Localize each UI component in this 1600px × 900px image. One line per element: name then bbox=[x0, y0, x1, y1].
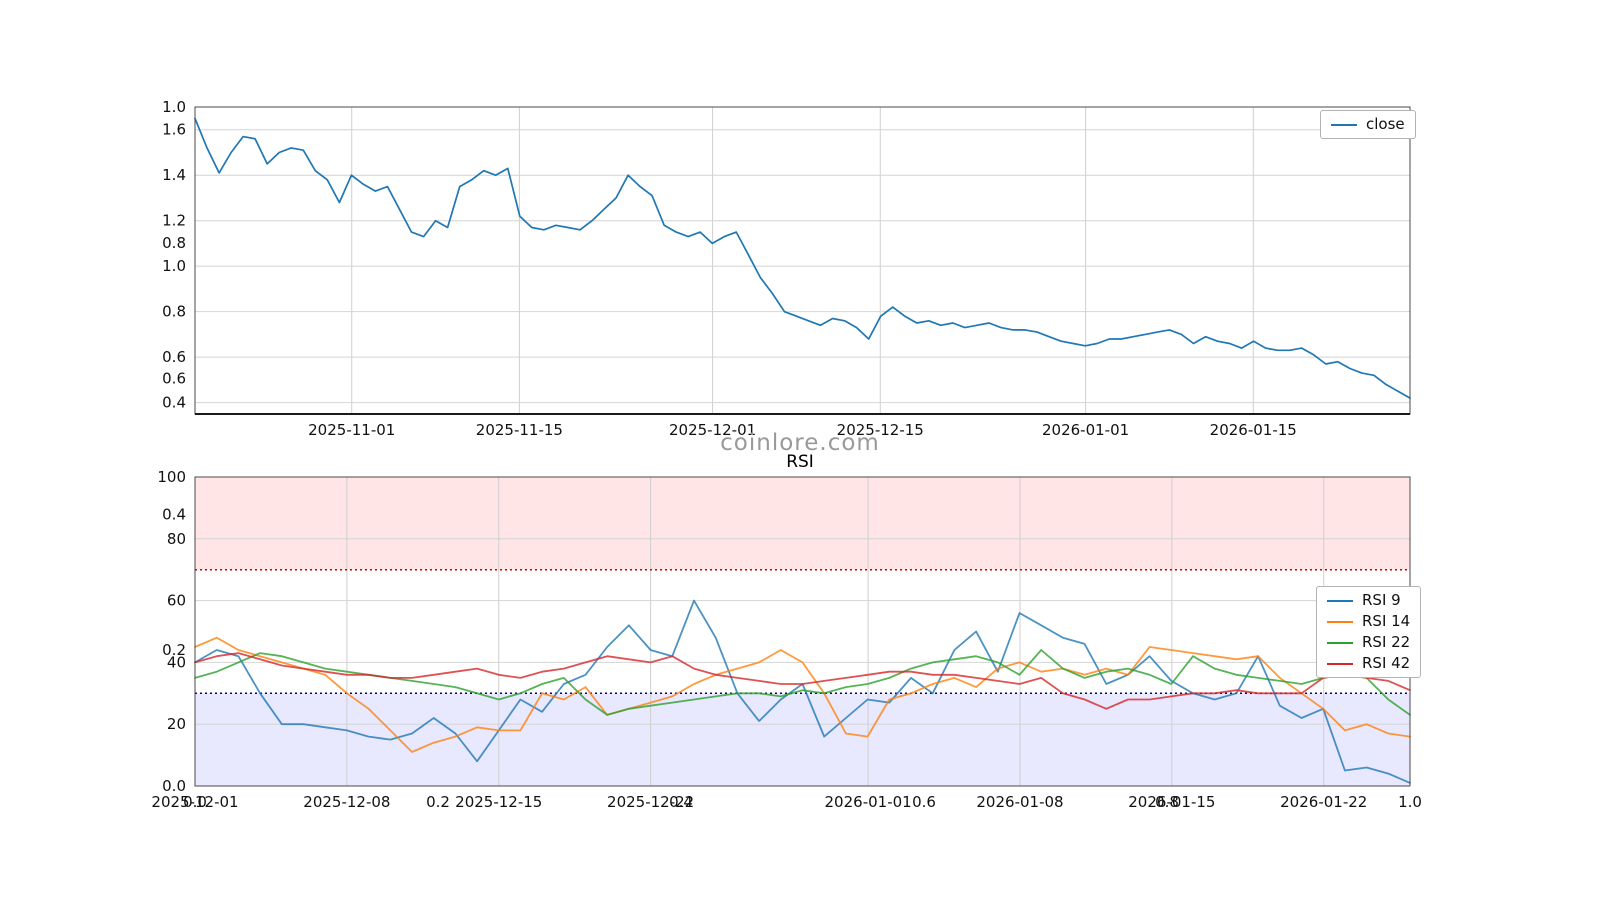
rsi-legend: RSI 9 RSI 14 RSI 22 RSI 42 bbox=[1316, 586, 1422, 678]
legend-row-rsi-14: RSI 14 bbox=[1327, 614, 1410, 629]
rsi-14-line-swatch bbox=[1327, 620, 1353, 623]
y-tick-label: 1.4 bbox=[162, 166, 186, 184]
y-tick-label: 40 bbox=[167, 653, 186, 671]
panel-frame bbox=[194, 106, 1411, 415]
x-tick-label: 2026-01-22 bbox=[1280, 793, 1367, 811]
y-tick-label: 20 bbox=[167, 715, 186, 733]
rsi-14-legend-label: RSI 14 bbox=[1362, 612, 1411, 630]
ghost-y-tick-label: 0.8 bbox=[162, 234, 186, 252]
rsi-22-line bbox=[194, 649, 1411, 716]
ghost-x-tick-label: 0.8 bbox=[1155, 793, 1179, 811]
x-tick-label: 2025-12-15 bbox=[837, 421, 924, 439]
x-tick-label: 2025-12-08 bbox=[303, 793, 390, 811]
x-tick-label: 2025-12-01 bbox=[151, 793, 238, 811]
ghost-y-tick-label: 0.2 bbox=[162, 641, 186, 659]
ghost-x-tick-label: 0.2 bbox=[426, 793, 450, 811]
rsi-42-line bbox=[194, 652, 1411, 710]
price-legend: close bbox=[1320, 110, 1416, 139]
y-tick-label: 1.6 bbox=[162, 121, 186, 139]
x-tick-label: 2025-11-01 bbox=[308, 421, 395, 439]
legend-row-close: close bbox=[1331, 117, 1405, 132]
close-line-swatch bbox=[1331, 123, 1357, 126]
overbought-band bbox=[195, 477, 1410, 570]
y-tick-label: 0.8 bbox=[162, 303, 186, 321]
rsi-9-legend-label: RSI 9 bbox=[1362, 591, 1401, 609]
x-tick-label: 2026-01-01 bbox=[1042, 421, 1129, 439]
legend-row-rsi-42: RSI 42 bbox=[1327, 656, 1410, 671]
ghost-x-tick-label: 0.0 bbox=[183, 793, 207, 811]
rsi-14-line bbox=[194, 636, 1411, 753]
legend-row-rsi-9: RSI 9 bbox=[1327, 593, 1410, 608]
ghost-y-tick-label: 0.0 bbox=[162, 777, 186, 795]
ghost-y-tick-label: 0.6 bbox=[162, 370, 186, 388]
x-tick-label: 2025-12-01 bbox=[669, 421, 756, 439]
rsi-panel-title: RSI bbox=[786, 452, 814, 472]
x-tick-label: 2025-12-15 bbox=[455, 793, 542, 811]
ghost-x-tick-label: 1.0 bbox=[1398, 793, 1422, 811]
ghost-y-tick-label: 0.4 bbox=[162, 505, 186, 523]
x-tick-label: 2025-11-15 bbox=[476, 421, 563, 439]
ghost-x-tick-label: 0.6 bbox=[912, 793, 936, 811]
rsi-42-line-swatch bbox=[1327, 662, 1353, 665]
y-tick-label: 1.0 bbox=[162, 257, 186, 275]
legend-row-rsi-22: RSI 22 bbox=[1327, 635, 1410, 650]
rsi-22-line-swatch bbox=[1327, 641, 1353, 644]
y-tick-label: 60 bbox=[167, 592, 186, 610]
ghost-y-tick-label: 1.0 bbox=[162, 98, 186, 116]
x-tick-label: 2026-01-15 bbox=[1128, 793, 1215, 811]
x-tick-label: 2026-01-08 bbox=[976, 793, 1063, 811]
ghost-x-tick-label: 0.4 bbox=[669, 793, 693, 811]
watermark: coinlore.com bbox=[720, 430, 880, 456]
rsi-9-line-swatch bbox=[1327, 599, 1353, 602]
x-tick-label: 2026-01-15 bbox=[1210, 421, 1297, 439]
x-tick-label: 2026-01-01 bbox=[825, 793, 912, 811]
x-tick-label: 2025-12-22 bbox=[607, 793, 694, 811]
y-tick-label: 80 bbox=[167, 530, 186, 548]
close-line bbox=[194, 117, 1411, 399]
y-tick-label: 0.4 bbox=[162, 394, 186, 412]
y-tick-label: 1.2 bbox=[162, 212, 186, 230]
y-tick-label: 0.6 bbox=[162, 348, 186, 366]
rsi-42-legend-label: RSI 42 bbox=[1362, 654, 1411, 672]
y-tick-label: 100 bbox=[157, 468, 186, 486]
close-legend-label: close bbox=[1366, 115, 1405, 133]
oversold-band bbox=[195, 693, 1410, 786]
rsi-22-legend-label: RSI 22 bbox=[1362, 633, 1411, 651]
